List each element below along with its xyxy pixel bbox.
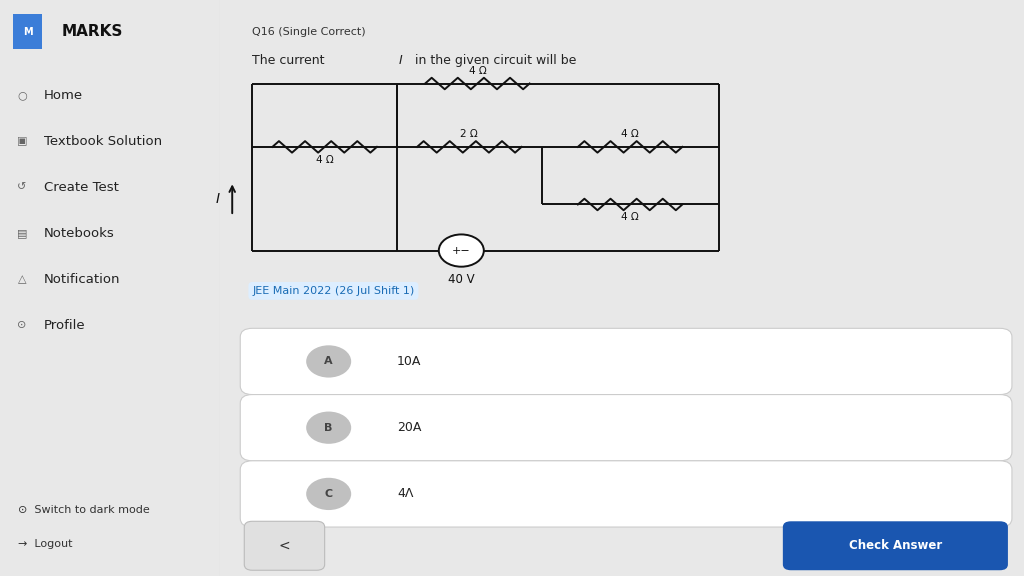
Circle shape [306, 478, 351, 510]
Text: C: C [325, 489, 333, 499]
Text: 40 V: 40 V [447, 273, 475, 286]
Text: The current: The current [252, 54, 329, 67]
FancyBboxPatch shape [241, 395, 1012, 461]
Text: in the given circuit will be: in the given circuit will be [412, 54, 577, 67]
Text: Profile: Profile [44, 319, 86, 332]
Text: B: B [325, 423, 333, 433]
Text: 4 Ω: 4 Ω [622, 212, 639, 222]
Bar [13, 14, 42, 49]
Text: <: < [279, 539, 290, 552]
Text: Notebooks: Notebooks [44, 227, 115, 240]
Text: MARKS: MARKS [61, 24, 123, 39]
Text: Q16 (Single Correct): Q16 (Single Correct) [252, 26, 366, 37]
Text: 4 Ω: 4 Ω [315, 154, 334, 165]
Text: Home: Home [44, 89, 83, 101]
Text: ▣: ▣ [16, 136, 28, 146]
Text: ⊙: ⊙ [17, 320, 27, 331]
Text: M: M [23, 26, 33, 37]
Text: 20A: 20A [397, 421, 422, 434]
Text: 4 Ω: 4 Ω [469, 66, 486, 76]
Circle shape [306, 346, 351, 378]
Text: JEE Main 2022 (26 Jul Shift 1): JEE Main 2022 (26 Jul Shift 1) [252, 286, 415, 296]
FancyBboxPatch shape [245, 521, 325, 570]
Text: △: △ [17, 274, 27, 285]
Text: 10A: 10A [397, 355, 422, 368]
Text: ○: ○ [17, 90, 27, 100]
Text: Check Answer: Check Answer [849, 539, 942, 552]
Text: Textbook Solution: Textbook Solution [44, 135, 162, 147]
Text: Create Test: Create Test [44, 181, 119, 194]
FancyBboxPatch shape [241, 461, 1012, 527]
Text: I: I [216, 192, 220, 206]
Text: 4Λ: 4Λ [397, 487, 414, 501]
Text: +−: +− [452, 245, 471, 256]
Text: A: A [325, 357, 333, 366]
Text: 2 Ω: 2 Ω [461, 129, 478, 139]
Text: Notification: Notification [44, 273, 121, 286]
FancyBboxPatch shape [241, 328, 1012, 395]
Text: 4 Ω: 4 Ω [622, 129, 639, 139]
Circle shape [439, 234, 483, 267]
Text: I: I [398, 54, 402, 67]
Text: →  Logout: → Logout [17, 539, 72, 550]
Text: ↺: ↺ [17, 182, 27, 192]
Text: ▤: ▤ [16, 228, 28, 238]
Text: ⊙  Switch to dark mode: ⊙ Switch to dark mode [17, 505, 150, 515]
Circle shape [306, 412, 351, 444]
FancyBboxPatch shape [782, 521, 1008, 570]
